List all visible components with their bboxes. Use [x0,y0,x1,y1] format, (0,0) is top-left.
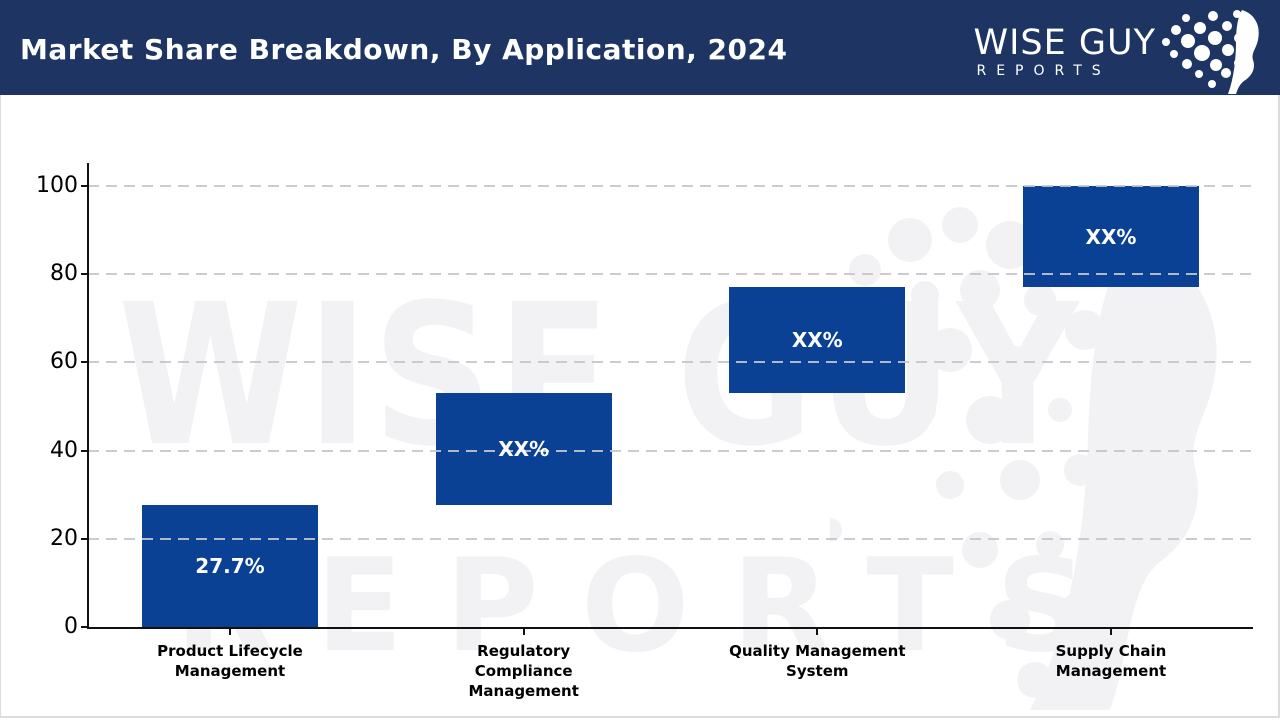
watermark-brand-subname: REPORTS [175,532,1130,681]
category-label-line: Supply Chain [1055,642,1167,660]
xtick-2 [522,629,525,635]
category-label-line: Management [468,682,579,700]
ytick-label-y20: 20 [50,525,78,551]
xtick-4 [1110,629,1112,635]
brand-logo-text: WISE GUY REPORTS [973,24,1156,79]
category-label-1: Product Lifecycle Management [105,641,355,681]
x-axis-spine [87,627,1253,629]
ytick-y0 [81,626,88,628]
chart-frame [0,95,1280,718]
bar-value-label-4: XX% [1085,224,1137,249]
gridline-y100 [88,185,1252,187]
category-label-line: Quality Management [729,642,906,660]
category-label-line: System [786,662,849,680]
ytick-label-y80: 80 [50,261,78,287]
bar-value-label-1: 27.7% [195,553,265,578]
bar-value-label-2: XX% [498,437,550,462]
bar-segment-4 [1023,186,1199,288]
ytick-label-y40: 40 [50,437,78,463]
gridline-y40 [88,449,1252,452]
ytick-y80 [81,273,88,276]
ytick-label-y100: 100 [36,173,78,198]
ytick-label-y0: 0 [64,614,78,639]
gridline-y20 [88,537,1252,540]
brand-subname: REPORTS [976,62,1111,79]
category-label-line: Product Lifecycle [157,642,303,660]
xtick-1 [229,629,231,635]
bar-segment-3 [729,287,906,394]
ytick-label-y60: 60 [50,349,78,375]
gridline-y60 [88,361,1252,364]
bar-segment-1 [142,504,318,627]
xtick-3 [816,629,819,635]
ytick-y100 [81,185,88,187]
category-label-line: Regulatory [477,642,571,660]
bar-segment-2 [435,393,612,505]
brand-name: WISE GUY [973,22,1156,63]
category-label-4: Supply Chain Management [986,641,1236,681]
ytick-y40 [81,449,88,452]
chart-title: Market Share Breakdown, By Application, … [20,33,788,66]
category-label-2: Regulatory Compliance Management [399,641,649,701]
brand-logo: WISE GUY REPORTS [973,8,1262,94]
ytick-y20 [81,537,88,540]
category-label-line: Management [174,662,286,680]
brand-head-dots-icon [1162,10,1259,94]
ytick-y60 [81,361,88,364]
category-label-line: Compliance [474,662,573,680]
gridline-y80 [88,273,1252,276]
category-label-line: Management [1055,662,1167,680]
header-band: Market Share Breakdown, By Application, … [0,0,1280,95]
y-axis-spine [87,163,89,629]
category-label-3: Quality Management System [692,641,942,681]
bar-value-label-3: XX% [791,328,843,353]
watermark-head-dots [830,207,1217,710]
